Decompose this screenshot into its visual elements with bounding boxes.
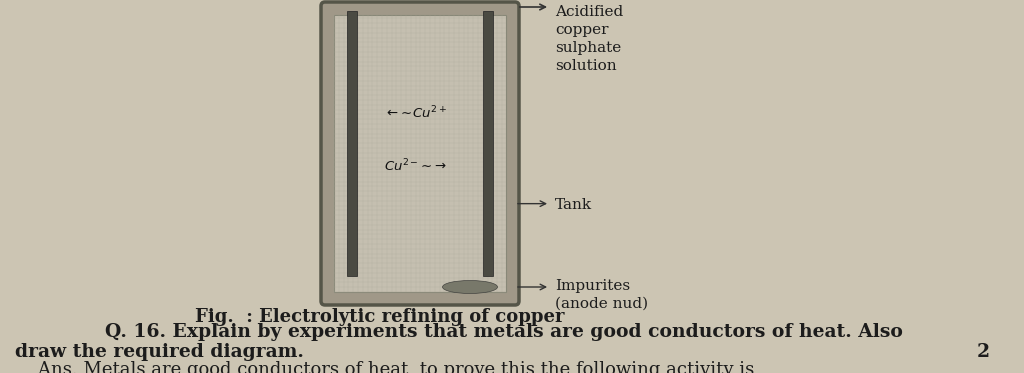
Text: Ans. Metals are good conductors of heat, to prove this the following activity is: Ans. Metals are good conductors of heat,… xyxy=(15,361,755,373)
Text: Acidified: Acidified xyxy=(555,5,624,19)
FancyBboxPatch shape xyxy=(321,2,519,305)
Text: draw the required diagram.: draw the required diagram. xyxy=(15,343,304,361)
Ellipse shape xyxy=(442,280,498,294)
Text: (anode nud): (anode nud) xyxy=(555,297,648,311)
Text: solution: solution xyxy=(555,59,616,73)
Text: Impurites: Impurites xyxy=(555,279,630,293)
Text: copper: copper xyxy=(555,23,608,37)
Text: sulphate: sulphate xyxy=(555,41,622,55)
Text: 2: 2 xyxy=(977,343,990,361)
Bar xyxy=(483,11,493,276)
Text: $Cu^{2-}\!\sim\!\rightarrow$: $Cu^{2-}\!\sim\!\rightarrow$ xyxy=(384,158,446,174)
Bar xyxy=(334,15,506,292)
Text: Tank: Tank xyxy=(555,198,592,211)
Text: Fig.  : Electrolytic refining of copper: Fig. : Electrolytic refining of copper xyxy=(196,308,565,326)
Bar xyxy=(347,11,357,276)
Text: Q. 16. Explain by experiments that metals are good conductors of heat. Also: Q. 16. Explain by experiments that metal… xyxy=(105,323,903,341)
Text: $\leftarrow\!\sim\!Cu^{2+}$: $\leftarrow\!\sim\!Cu^{2+}$ xyxy=(384,104,446,121)
